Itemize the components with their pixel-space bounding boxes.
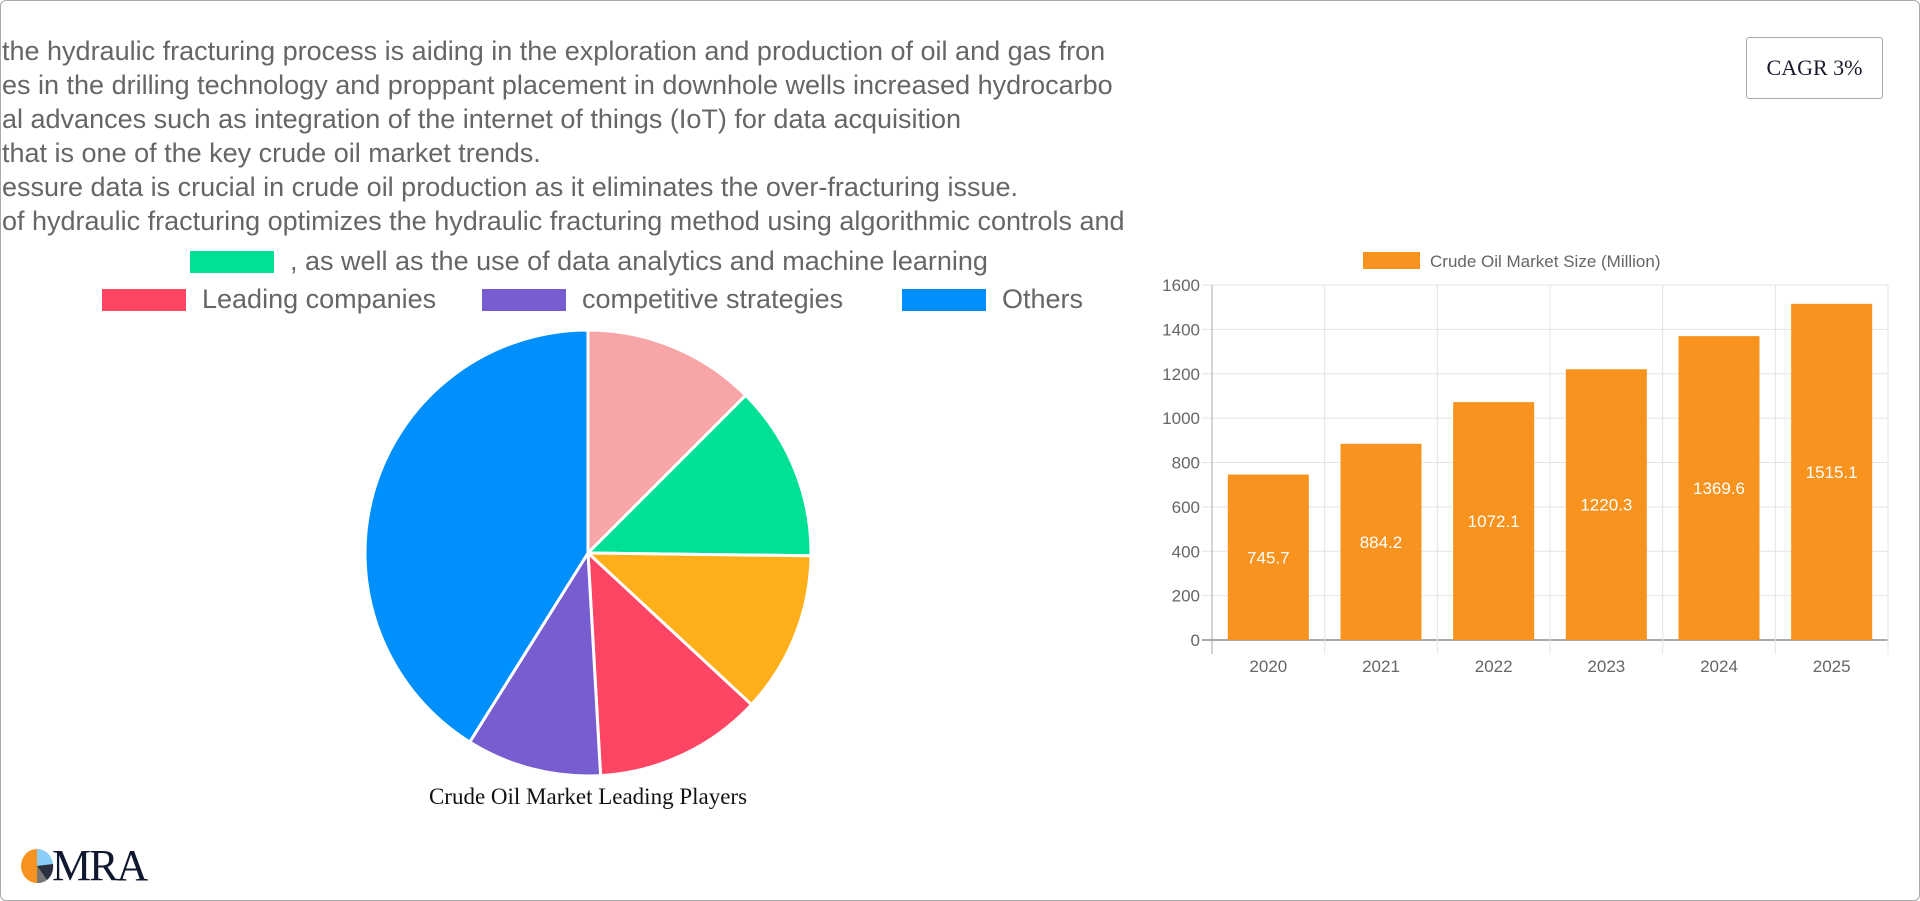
bar-chart: Crude Oil Market Size (Million) 0 200 400 60… xyxy=(1162,252,1889,676)
paragraph-line: of hydraulic fracturing optimizes the hy… xyxy=(2,206,1125,236)
x-tick-label: 2021 xyxy=(1362,657,1400,676)
x-tick-label: 2025 xyxy=(1813,657,1851,676)
bar-2021[interactable] xyxy=(1340,443,1422,640)
cagr-text: CAGR 3% xyxy=(1766,55,1863,80)
y-tick-label: 1200 xyxy=(1162,365,1200,384)
legend-swatch xyxy=(480,286,568,313)
bar-data-label: 1072.1 xyxy=(1468,512,1520,531)
pie-slice-3[interactable] xyxy=(586,549,754,778)
x-tick-label: 2022 xyxy=(1475,657,1513,676)
bar-data-label: 1220.3 xyxy=(1580,496,1632,515)
bar-data-label: 884.2 xyxy=(1360,533,1403,552)
pie-legend-item[interactable]: competitive strategies xyxy=(480,284,843,315)
pie-slice-2[interactable] xyxy=(584,551,813,707)
pie-slice-0[interactable] xyxy=(586,328,748,557)
background-paragraph: the hydraulic fracturing process is aidi… xyxy=(2,36,1150,240)
legend-label: Leading companies xyxy=(202,284,437,314)
pie-legend-item[interactable]: Others xyxy=(900,284,1083,315)
bar-data-label: 1369.6 xyxy=(1693,479,1745,498)
bar-legend-swatch xyxy=(1363,252,1420,269)
legend-label: Others xyxy=(1002,284,1084,314)
legend-label: , as well as the use of data analytics a… xyxy=(290,246,988,276)
bar-2025[interactable] xyxy=(1791,303,1873,640)
bar-2023[interactable] xyxy=(1565,369,1647,640)
paragraph-line: that is one of the key crude oil market … xyxy=(2,138,541,168)
legend-swatch xyxy=(900,286,988,313)
logo-pie-icon xyxy=(21,848,54,883)
x-tick-label: 2020 xyxy=(1249,657,1287,676)
pie-slice-4[interactable] xyxy=(467,548,603,778)
legend-swatch xyxy=(188,248,276,275)
paragraph-line: the hydraulic fracturing process is aidi… xyxy=(2,36,1106,66)
logo-text: MRA xyxy=(52,841,148,890)
mra-logo: MRA xyxy=(20,840,148,891)
y-tick-label: 200 xyxy=(1172,587,1200,606)
bar-2022[interactable] xyxy=(1453,402,1535,640)
bar-data-label: 745.7 xyxy=(1247,548,1290,567)
y-tick-label: 400 xyxy=(1172,542,1200,561)
pie-slice-1[interactable] xyxy=(584,393,813,558)
pie-chart xyxy=(363,328,813,778)
x-tick-label: 2023 xyxy=(1587,657,1625,676)
pie-legend-item[interactable]: , as well as the use of data analytics a… xyxy=(188,246,988,277)
legend-label: competitive strategies xyxy=(582,284,844,314)
y-tick-label: 600 xyxy=(1172,498,1200,517)
pie-legend-item[interactable]: Leading companies xyxy=(100,284,436,315)
y-tick-label: 1400 xyxy=(1162,320,1200,339)
bar-data-label: 1515.1 xyxy=(1806,463,1858,482)
cagr-badge: CAGR 3% xyxy=(1746,37,1883,99)
paragraph-line: essure data is crucial in crude oil prod… xyxy=(2,172,1018,202)
legend-swatch xyxy=(100,286,188,313)
y-tick-label: 800 xyxy=(1172,454,1200,473)
y-tick-label: 1600 xyxy=(1162,276,1200,295)
pie-slice-5[interactable] xyxy=(363,328,590,745)
x-tick-label: 2024 xyxy=(1700,657,1738,676)
y-tick-label: 0 xyxy=(1191,631,1200,650)
paragraph-line: es in the drilling technology and proppa… xyxy=(2,70,1113,100)
paragraph-line: al advances such as integration of the i… xyxy=(2,104,962,134)
pie-title: Crude Oil Market Leading Players xyxy=(428,784,748,809)
bar-2020[interactable] xyxy=(1227,474,1309,640)
bar-legend-label[interactable]: Crude Oil Market Size (Million) xyxy=(1430,252,1661,271)
bar-2024[interactable] xyxy=(1678,336,1760,640)
y-tick-label: 1000 xyxy=(1162,409,1200,428)
